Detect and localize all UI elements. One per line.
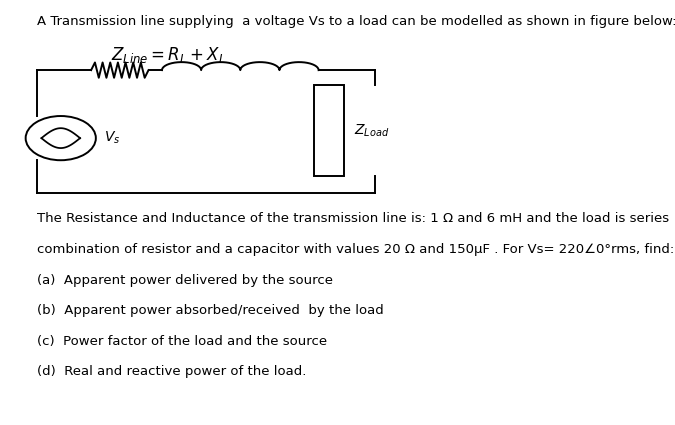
- Text: (c)  Power factor of the load and the source: (c) Power factor of the load and the sou…: [37, 335, 327, 348]
- Text: (a)  Apparent power delivered by the source: (a) Apparent power delivered by the sour…: [37, 274, 333, 287]
- Text: $Z_{Line} = R_L + X_L$: $Z_{Line} = R_L + X_L$: [111, 45, 226, 65]
- Text: $Z_{Load}$: $Z_{Load}$: [354, 122, 389, 139]
- Text: (b)  Apparent power absorbed/received  by the load: (b) Apparent power absorbed/received by …: [37, 304, 384, 317]
- Text: The Resistance and Inductance of the transmission line is: 1 Ω and 6 mH and the : The Resistance and Inductance of the tra…: [37, 212, 669, 226]
- Text: $V_s$: $V_s$: [104, 130, 120, 146]
- Text: (d)  Real and reactive power of the load.: (d) Real and reactive power of the load.: [37, 366, 306, 379]
- Bar: [314, 85, 344, 176]
- Text: combination of resistor and a capacitor with values 20 Ω and 150μF . For Vs= 220: combination of resistor and a capacitor …: [37, 243, 674, 256]
- Text: A Transmission line supplying  a voltage Vs to a load can be modelled as shown i: A Transmission line supplying a voltage …: [37, 15, 675, 28]
